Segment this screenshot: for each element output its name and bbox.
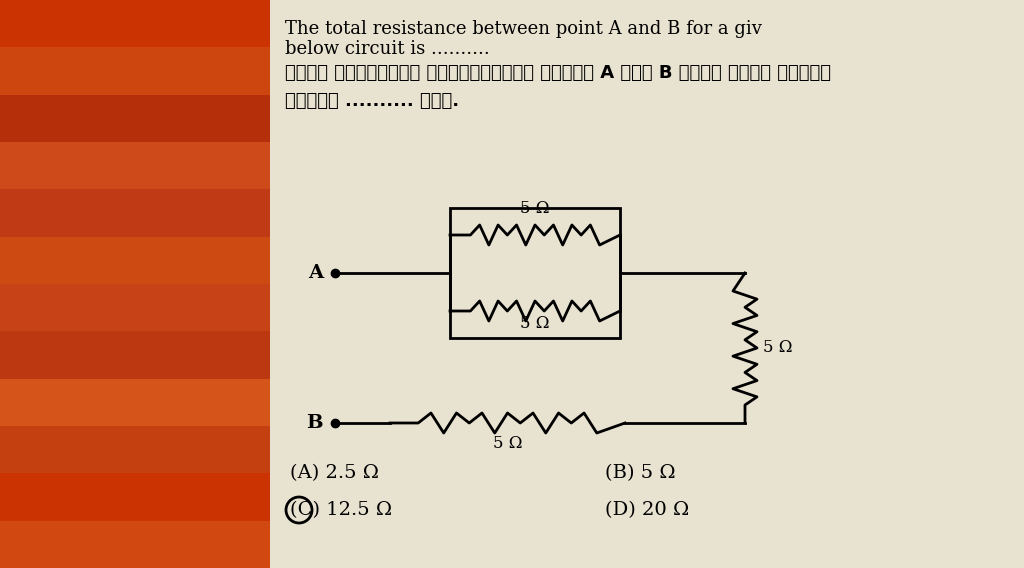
- Text: शक्ती .......... आहे.: शक्ती .......... आहे.: [285, 92, 459, 110]
- Polygon shape: [0, 142, 270, 189]
- Polygon shape: [0, 521, 270, 568]
- Polygon shape: [0, 473, 270, 521]
- Text: A: A: [308, 264, 323, 282]
- Text: 5 Ω: 5 Ω: [520, 315, 550, 332]
- Text: (B) 5 Ω: (B) 5 Ω: [605, 464, 676, 482]
- Polygon shape: [0, 0, 270, 47]
- Text: B: B: [306, 414, 323, 432]
- Text: खाली दिलेल्या सर्किटसाठी बिंदू A आणि B मधील एकूण प्रति: खाली दिलेल्या सर्किटसाठी बिंदू A आणि B म…: [285, 64, 831, 82]
- Text: 5 Ω: 5 Ω: [520, 200, 550, 217]
- Polygon shape: [0, 0, 270, 568]
- Text: (A) 2.5 Ω: (A) 2.5 Ω: [290, 464, 379, 482]
- Text: (C) 12.5 Ω: (C) 12.5 Ω: [290, 501, 392, 519]
- Polygon shape: [0, 47, 270, 95]
- Polygon shape: [270, 0, 1024, 568]
- Text: The total resistance between point A and B for a giv: The total resistance between point A and…: [285, 20, 762, 38]
- Text: below circuit is ..........: below circuit is ..........: [285, 40, 489, 58]
- Text: 5 Ω: 5 Ω: [763, 340, 793, 357]
- Polygon shape: [0, 284, 270, 331]
- Polygon shape: [0, 189, 270, 237]
- Text: 5 Ω: 5 Ω: [493, 435, 522, 452]
- Polygon shape: [0, 426, 270, 473]
- Polygon shape: [0, 95, 270, 142]
- Bar: [450, 208, 620, 338]
- Polygon shape: [0, 379, 270, 426]
- Polygon shape: [0, 237, 270, 284]
- Polygon shape: [0, 331, 270, 379]
- Text: (D) 20 Ω: (D) 20 Ω: [605, 501, 689, 519]
